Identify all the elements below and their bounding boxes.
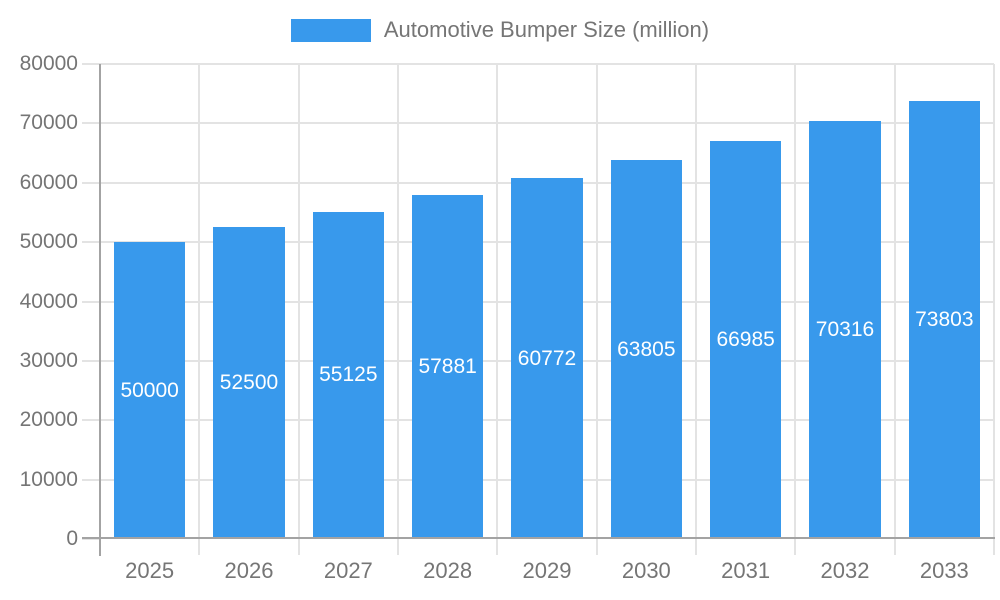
- x-axis-line: [82, 537, 995, 539]
- category-gridline: [595, 64, 598, 555]
- bar: 52500: [213, 227, 285, 539]
- bar: 70316: [809, 121, 881, 539]
- y-axis-tick-label: 30000: [19, 348, 78, 372]
- bar: 57881: [411, 195, 484, 539]
- bar: 55125: [312, 211, 385, 539]
- x-axis-tick-label: 2028: [423, 558, 473, 583]
- bar-value-label: 73803: [915, 307, 974, 331]
- category-gridline: [297, 64, 300, 555]
- bar: 73803: [908, 100, 981, 539]
- bar-value-label: 50000: [120, 378, 179, 402]
- category-gridline: [993, 64, 995, 555]
- category-gridline: [893, 64, 896, 555]
- x-axis-tick-label: 2033: [919, 558, 969, 583]
- y-axis-tick-label: 60000: [19, 170, 78, 194]
- category-gridline: [794, 64, 797, 555]
- bar-value-label: 55125: [319, 363, 378, 387]
- plot-area: 50000 52500 55125 57881 60772 63805 66985 70316…: [82, 63, 995, 556]
- bar: 63805: [610, 160, 683, 539]
- y-axis-tick-label: 20000: [19, 408, 78, 432]
- category-gridline: [496, 64, 499, 555]
- x-axis-tick-label: 2029: [522, 558, 572, 583]
- legend-swatch: [290, 18, 371, 42]
- x-axis-tick-label: 2025: [125, 558, 175, 583]
- bar-value-label: 60772: [517, 346, 577, 370]
- y-gridline: [82, 538, 100, 540]
- x-axis-tick-label: 2030: [621, 558, 671, 583]
- y-axis-line: [99, 64, 101, 556]
- category-gridline: [397, 64, 399, 555]
- x-axis-tick-label: 2031: [721, 558, 771, 583]
- y-axis-tick-label: 40000: [19, 289, 78, 313]
- bar-value-label: 52500: [219, 371, 279, 395]
- legend-label: Automotive Bumper Size (million): [383, 17, 710, 42]
- y-axis-tick-label: 0: [66, 527, 78, 550]
- y-gridline: [82, 63, 994, 65]
- x-axis-tick-label: 2032: [820, 558, 870, 583]
- x-axis-tick-label: 2027: [323, 558, 373, 583]
- category-gridline: [198, 64, 201, 555]
- chart-legend[interactable]: Automotive Bumper Size (million): [0, 17, 1000, 43]
- bar: 60772: [511, 178, 583, 539]
- y-axis-tick-label: 10000: [19, 467, 78, 491]
- y-axis-tick-label: 70000: [19, 111, 78, 135]
- bar-value-label: 57881: [418, 355, 477, 379]
- y-gridline: [82, 122, 994, 125]
- bar: 66985: [709, 141, 782, 539]
- y-axis-tick-label: 80000: [19, 52, 78, 75]
- y-axis-tick-label: 50000: [19, 230, 78, 254]
- bar-value-label: 66985: [716, 328, 775, 352]
- x-axis-tick-label: 2026: [224, 558, 274, 583]
- bar-value-label: 70316: [815, 318, 875, 342]
- bar: 50000: [113, 242, 186, 539]
- category-gridline: [695, 64, 697, 555]
- bar-value-label: 63805: [617, 337, 676, 361]
